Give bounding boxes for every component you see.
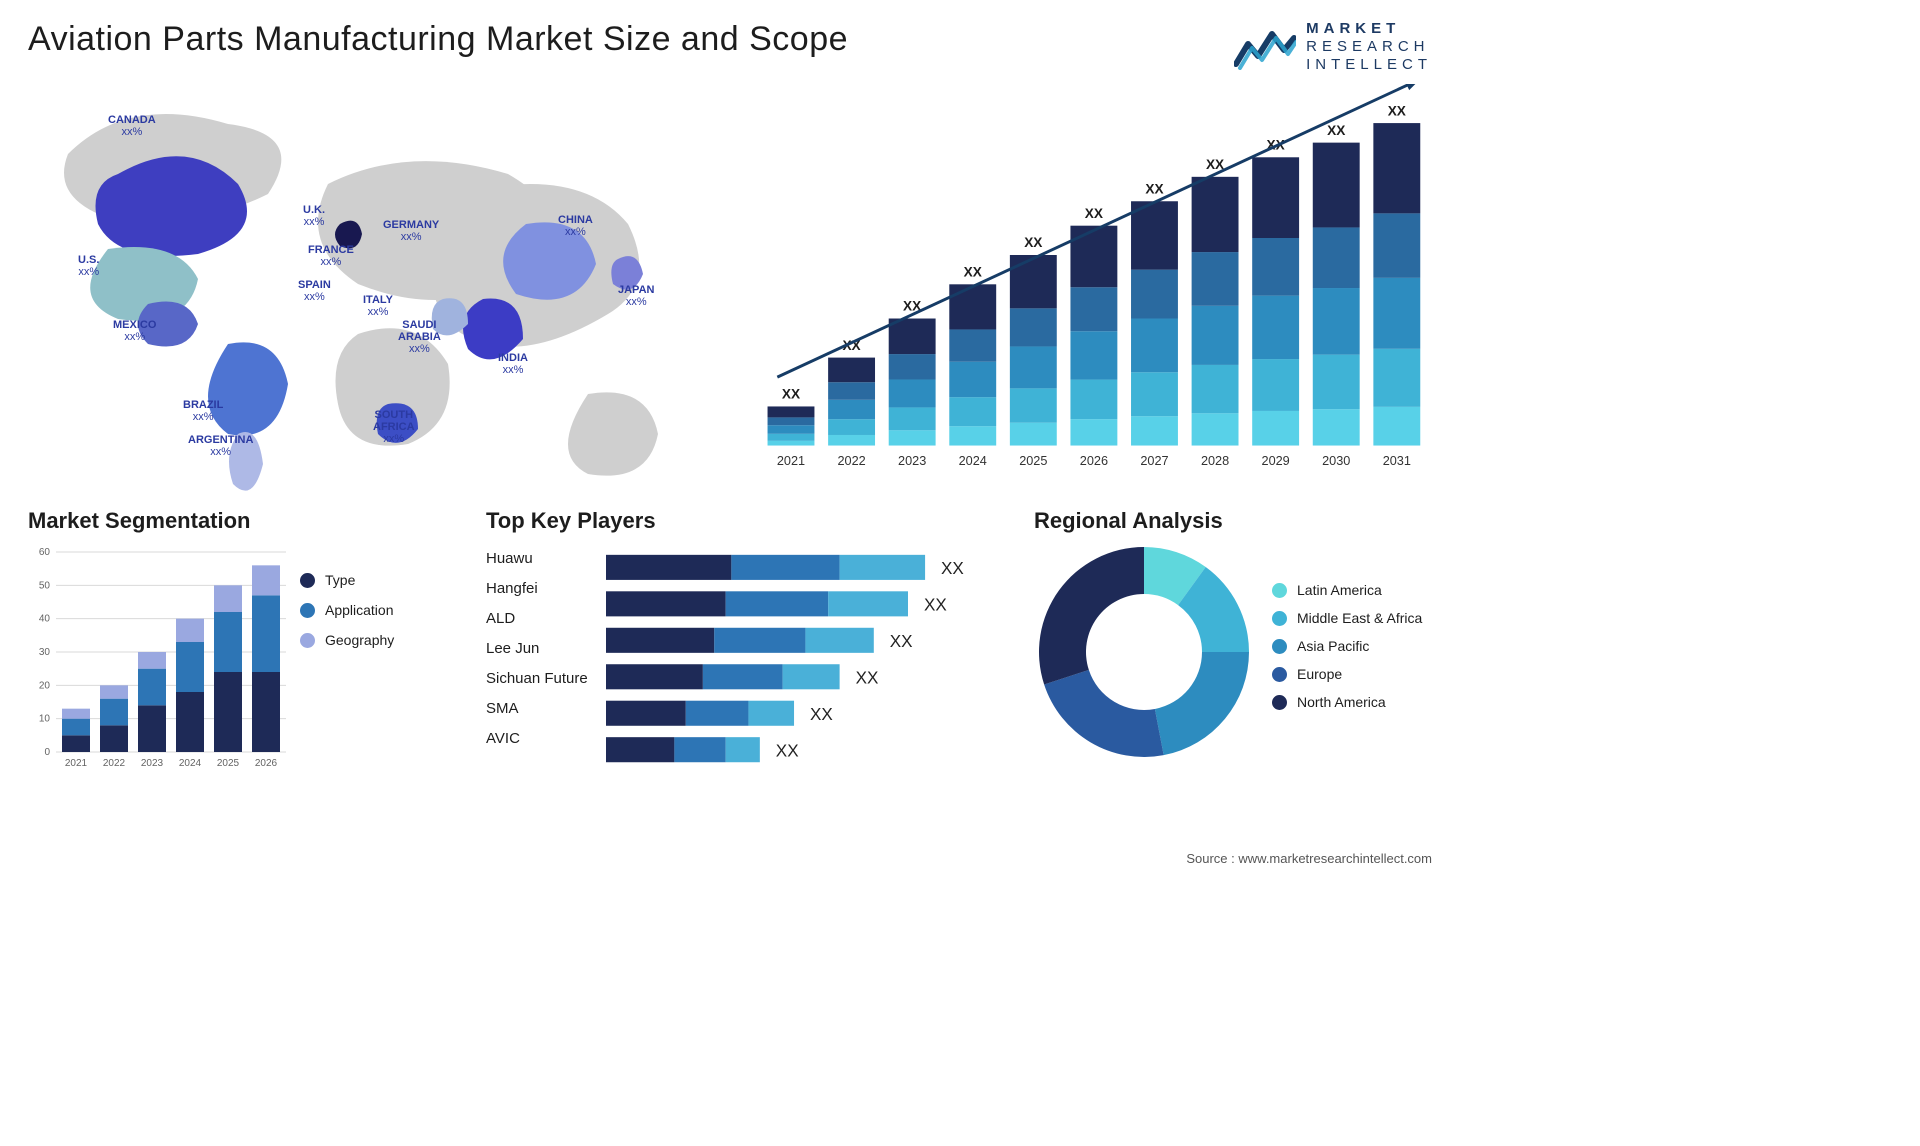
country-label: U.S.xx% [78,254,99,278]
legend-item: Europe [1272,666,1422,682]
svg-text:2026: 2026 [255,758,278,769]
market-size-chart: XX 2021 XX 2022 XX 2023 XX 2024 XX 2025 XX 2026 XX 20… [748,84,1432,494]
logo-text: MARKET RESEARCH INTELLECT [1306,20,1432,74]
legend-item: Application [300,602,394,618]
legend-item: North America [1272,694,1422,710]
svg-text:XX: XX [924,596,947,615]
svg-text:40: 40 [39,614,51,625]
svg-text:2021: 2021 [65,758,88,769]
regional-donut-chart [1034,542,1254,762]
country-label: SOUTHAFRICAxx% [373,409,415,445]
svg-text:60: 60 [39,547,51,558]
country-label: CANADAxx% [108,114,156,138]
regional-title: Regional Analysis [1034,508,1432,534]
svg-text:2025: 2025 [217,758,240,769]
segmentation-chart: 0 10 20 30 40 50 60 2021 2022 2023 2024 2025 2026 [28,542,288,772]
svg-text:XX: XX [776,742,799,761]
svg-text:2026: 2026 [1080,454,1108,468]
country-label: SAUDIARABIAxx% [398,319,441,355]
svg-text:XX: XX [941,559,964,578]
players-panel: Top Key Players HuawuHangfeiALDLee JunSi… [486,508,1016,792]
country-label: SPAINxx% [298,279,331,303]
player-name: ALD [486,604,588,634]
country-label: FRANCExx% [308,244,354,268]
svg-text:30: 30 [39,647,51,658]
svg-text:2030: 2030 [1322,454,1350,468]
player-name: Lee Jun [486,634,588,664]
svg-text:XX: XX [1327,123,1345,138]
svg-text:2022: 2022 [103,758,126,769]
country-label: INDIAxx% [498,352,528,376]
svg-text:XX: XX [964,264,982,279]
svg-text:2028: 2028 [1201,454,1229,468]
svg-text:2025: 2025 [1019,454,1047,468]
svg-text:2023: 2023 [898,454,926,468]
country-label: MEXICOxx% [113,319,156,343]
segmentation-title: Market Segmentation [28,508,468,534]
svg-text:10: 10 [39,714,51,725]
player-name-list: HuawuHangfeiALDLee JunSichuan FutureSMAA… [486,544,588,792]
logo-mark-icon [1234,24,1296,70]
svg-text:2027: 2027 [1140,454,1168,468]
regional-legend: Latin America Middle East & Africa Asia Pa… [1272,582,1422,722]
country-label: GERMANYxx% [383,219,439,243]
segmentation-legend: Type Application Geography [300,572,394,662]
legend-item: Middle East & Africa [1272,610,1422,626]
brand-logo: MARKET RESEARCH INTELLECT [1234,20,1432,74]
page-title: Aviation Parts Manufacturing Market Size… [28,20,848,59]
svg-text:2029: 2029 [1262,454,1290,468]
svg-text:2024: 2024 [959,454,987,468]
svg-text:XX: XX [1145,181,1163,196]
svg-text:50: 50 [39,580,51,591]
player-name: AVIC [486,724,588,754]
svg-text:2022: 2022 [837,454,865,468]
legend-item: Type [300,572,394,588]
svg-text:XX: XX [855,669,878,688]
player-name: SMA [486,694,588,724]
world-map-panel: CANADAxx% U.S.xx% MEXICOxx% BRAZILxx% ARGENT… [28,84,728,494]
svg-text:XX: XX [782,387,800,402]
player-name: Hangfei [486,574,588,604]
player-name: Sichuan Future [486,664,588,694]
country-label: U.K.xx% [303,204,325,228]
player-name: Huawu [486,544,588,574]
legend-item: Latin America [1272,582,1422,598]
legend-item: Geography [300,632,394,648]
svg-text:0: 0 [44,747,50,758]
svg-text:20: 20 [39,680,51,691]
players-title: Top Key Players [486,508,1016,534]
svg-text:2024: 2024 [179,758,202,769]
svg-text:2031: 2031 [1383,454,1411,468]
svg-text:XX: XX [889,632,912,651]
svg-text:XX: XX [1024,235,1042,250]
country-label: JAPANxx% [618,284,654,308]
regional-panel: Regional Analysis Latin America Middle Ea… [1034,508,1432,792]
country-label: ITALYxx% [363,294,393,318]
players-chart: XX XX XX XX XX XX [606,548,1016,787]
svg-text:2023: 2023 [141,758,164,769]
country-label: BRAZILxx% [183,399,223,423]
country-label: CHINAxx% [558,214,593,238]
svg-text:XX: XX [1388,103,1406,118]
legend-item: Asia Pacific [1272,638,1422,654]
svg-text:2021: 2021 [777,454,805,468]
svg-text:XX: XX [810,705,833,724]
source-text: Source : www.marketresearchintellect.com [1186,851,1432,866]
segmentation-panel: Market Segmentation 0 10 20 30 40 50 60 2021 202… [28,508,468,792]
svg-text:XX: XX [1085,206,1103,221]
country-label: ARGENTINAxx% [188,434,253,458]
